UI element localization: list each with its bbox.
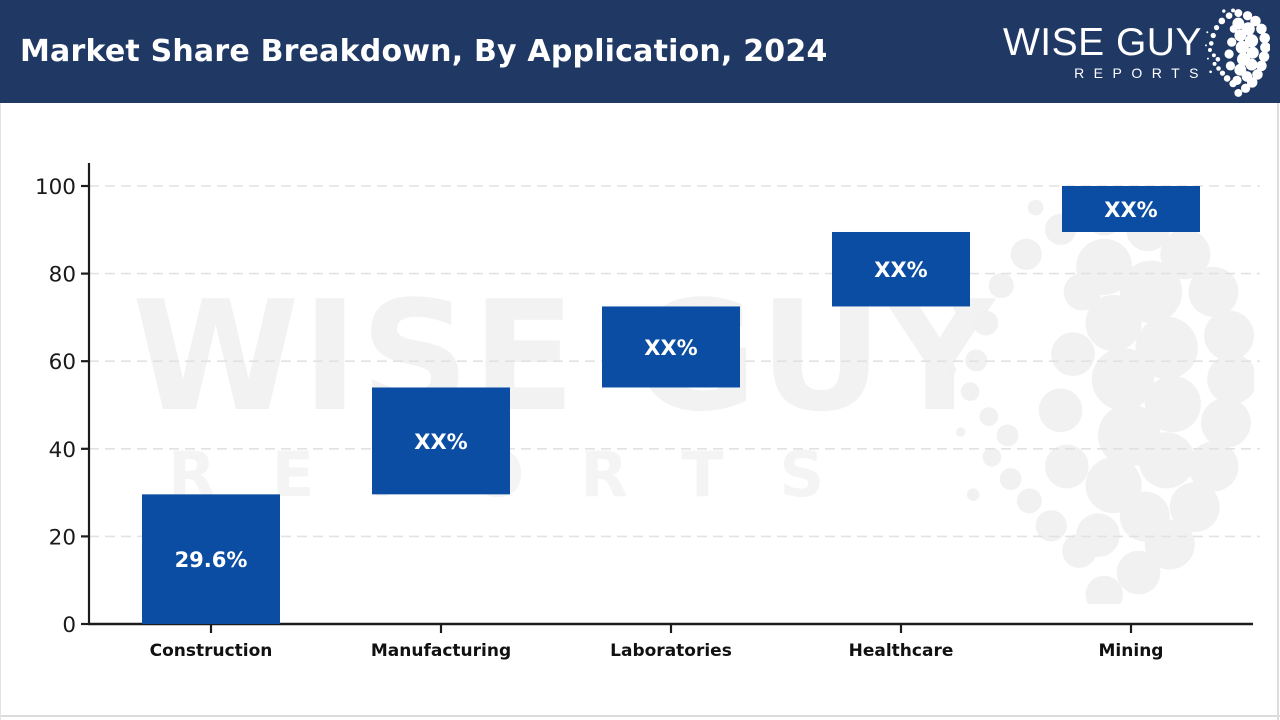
x-category-label: Laboratories xyxy=(610,641,732,661)
header: Market Share Breakdown, By Application, … xyxy=(0,0,1280,103)
y-tick-label: 0 xyxy=(62,613,76,638)
page-border-left xyxy=(0,103,1,720)
logo-text: WISE GUY REPORTS xyxy=(1003,23,1202,81)
bar-label: XX% xyxy=(414,430,467,454)
page-border-bottom xyxy=(0,715,1280,717)
y-tick-label: 20 xyxy=(49,525,76,550)
x-category-label: Mining xyxy=(1099,641,1164,661)
wise-guy-logo: WISE GUY REPORTS xyxy=(1003,7,1270,97)
y-tick-label: 60 xyxy=(49,350,76,375)
bar-construction xyxy=(142,494,280,624)
bar-manufacturing xyxy=(372,387,510,495)
y-tick-label: 100 xyxy=(35,175,76,200)
y-tick-label: 80 xyxy=(49,263,76,288)
x-category-label: Construction xyxy=(150,641,273,661)
bar-label: XX% xyxy=(1104,198,1157,222)
logo-wordmark: WISE GUY xyxy=(1002,20,1202,64)
logo-subtext: REPORTS xyxy=(1074,64,1208,81)
bar-laboratories xyxy=(602,306,740,388)
bar-label: 29.6% xyxy=(175,548,248,572)
y-tick-label: 40 xyxy=(49,438,76,463)
x-category-label: Healthcare xyxy=(849,641,954,661)
x-category-label: Manufacturing xyxy=(371,641,511,661)
chart-title: Market Share Breakdown, By Application, … xyxy=(20,34,828,69)
page-border-right xyxy=(1277,103,1279,720)
logo-head-icon xyxy=(1204,7,1270,97)
bar-label: XX% xyxy=(874,258,927,282)
bar-label: XX% xyxy=(644,336,697,360)
